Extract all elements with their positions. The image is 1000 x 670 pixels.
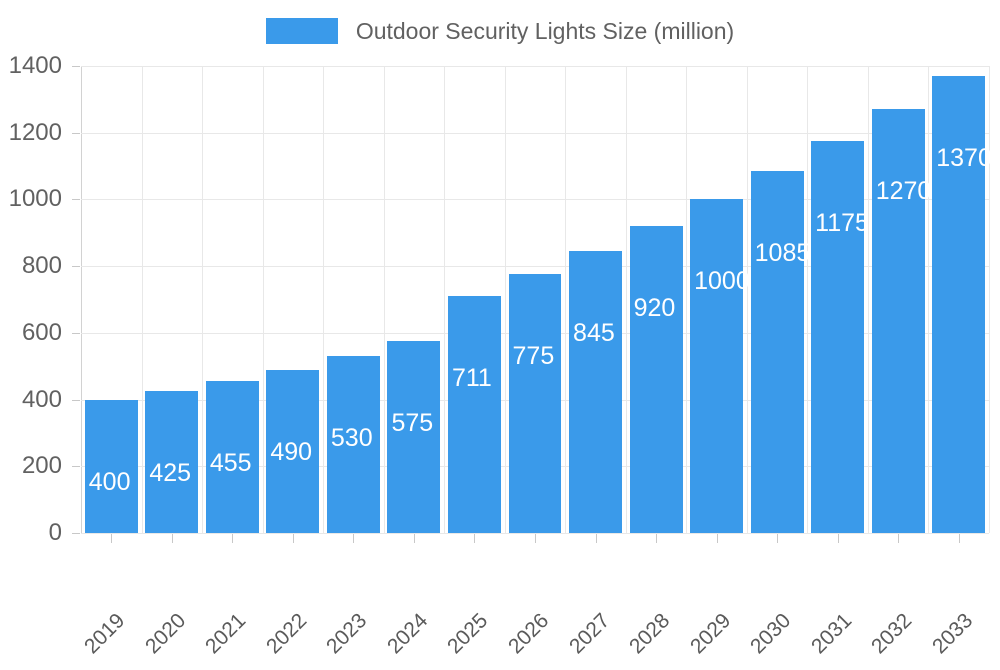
- y-axis-tick-label: 800: [21, 252, 62, 280]
- gridline-vertical: [384, 66, 385, 533]
- legend-color-swatch-icon: [265, 18, 338, 44]
- gridline-vertical: [565, 66, 566, 533]
- x-axis-tick-mark: [898, 534, 900, 543]
- gridline-vertical: [868, 66, 869, 533]
- y-axis-tick-label: 200: [21, 452, 62, 480]
- gridline-vertical: [142, 66, 143, 533]
- gridline-vertical: [626, 66, 627, 533]
- x-axis-tick-mark: [777, 534, 779, 543]
- gridline-horizontal: [81, 66, 989, 67]
- gridline-vertical: [323, 66, 324, 533]
- gridline-vertical: [263, 66, 264, 533]
- x-axis-tick-mark: [292, 534, 294, 543]
- legend-item[interactable]: Outdoor Security Lights Size (million): [265, 17, 735, 45]
- y-axis-tick-mark: [72, 132, 80, 134]
- y-axis-tick-mark: [72, 199, 80, 201]
- bar[interactable]: [145, 391, 199, 533]
- x-axis-tick-mark: [232, 534, 234, 543]
- bar[interactable]: [266, 369, 320, 533]
- x-axis-tick-label: 2029: [685, 609, 735, 659]
- x-axis-tick-label: 2033: [927, 609, 977, 659]
- gridline-vertical: [202, 66, 203, 533]
- x-axis-tick-mark: [111, 534, 113, 543]
- plot-area: 400 2019 425 2020 455 2021 490 2022 530 2023 575 20…: [72, 66, 992, 658]
- y-axis-tick-label: 600: [21, 318, 62, 346]
- gridline-vertical: [807, 66, 808, 533]
- bar[interactable]: [84, 399, 138, 533]
- bar-chart: Outdoor Security Lights Size (million) 0…: [0, 14, 1000, 659]
- x-axis-tick-label: 2032: [867, 609, 917, 659]
- x-axis-tick-mark: [958, 534, 960, 543]
- bar[interactable]: [629, 226, 683, 533]
- bar[interactable]: [326, 356, 380, 533]
- gridline-horizontal: [81, 533, 989, 534]
- gridline-horizontal: [81, 199, 989, 201]
- bar[interactable]: [508, 274, 562, 533]
- x-axis-tick-mark: [353, 534, 355, 543]
- x-axis-tick-mark: [413, 534, 415, 543]
- y-axis-tick-mark: [72, 332, 80, 334]
- gridline-horizontal: [81, 266, 989, 268]
- x-axis-tick-label: 2027: [564, 609, 614, 659]
- x-axis-tick-label: 2021: [201, 609, 251, 659]
- y-axis-tick-mark: [72, 466, 80, 468]
- bar[interactable]: [932, 76, 986, 533]
- bar[interactable]: [387, 341, 441, 533]
- y-axis-tick-label: 400: [21, 385, 62, 413]
- x-axis-tick-label: 2023: [322, 609, 372, 659]
- gridline-vertical: [989, 66, 990, 533]
- chart-legend: Outdoor Security Lights Size (million): [0, 14, 1000, 48]
- y-axis-tick-mark: [72, 533, 80, 534]
- bar[interactable]: [871, 109, 925, 533]
- x-axis-tick-label: 2020: [140, 609, 191, 659]
- y-axis-tick-label: 1200: [8, 118, 62, 146]
- gridline-vertical: [686, 66, 687, 533]
- y-axis-tick-labels: 0 200 400 600 800 1000 1200 1400: [0, 52, 62, 546]
- gridline-vertical: [928, 66, 929, 533]
- x-axis-tick-mark: [474, 534, 476, 543]
- y-axis-tick-mark: [72, 399, 80, 401]
- gridline-vertical: [444, 66, 445, 533]
- y-axis-tick-label: 1400: [8, 52, 62, 79]
- bar[interactable]: [811, 141, 865, 533]
- x-axis-tick-label: 2030: [746, 609, 796, 659]
- x-axis-tick-mark: [837, 534, 839, 543]
- x-axis-tick-label: 2019: [80, 609, 130, 659]
- x-axis-tick-mark: [595, 534, 597, 543]
- x-axis-tick-label: 2025: [443, 609, 493, 659]
- x-axis-tick-mark: [171, 534, 173, 543]
- y-axis-tick-mark: [72, 266, 80, 268]
- x-axis-tick-mark: [716, 534, 718, 543]
- y-axis-tick-label: 0: [48, 519, 62, 546]
- x-axis-tick-mark: [535, 534, 536, 543]
- bar[interactable]: [205, 381, 259, 533]
- x-axis-tick-label: 2026: [503, 609, 554, 659]
- y-axis-tick-label: 1000: [8, 185, 62, 213]
- bar[interactable]: [750, 171, 804, 533]
- x-axis-tick-label: 2031: [806, 609, 856, 659]
- bar[interactable]: [690, 199, 744, 533]
- x-axis-tick-label: 2022: [261, 609, 312, 659]
- gridline-vertical: [747, 66, 748, 533]
- y-axis-tick-mark: [72, 66, 80, 67]
- x-axis-tick-mark: [656, 534, 658, 543]
- legend-label: Outdoor Security Lights Size (million): [355, 17, 735, 44]
- bar[interactable]: [569, 251, 622, 533]
- bar[interactable]: [447, 295, 501, 533]
- x-axis-tick-label: 2028: [625, 609, 675, 659]
- gridline-horizontal: [81, 132, 989, 134]
- gridline-vertical: [505, 66, 506, 533]
- y-axis-line: [81, 66, 82, 533]
- x-axis-tick-label: 2024: [382, 609, 433, 659]
